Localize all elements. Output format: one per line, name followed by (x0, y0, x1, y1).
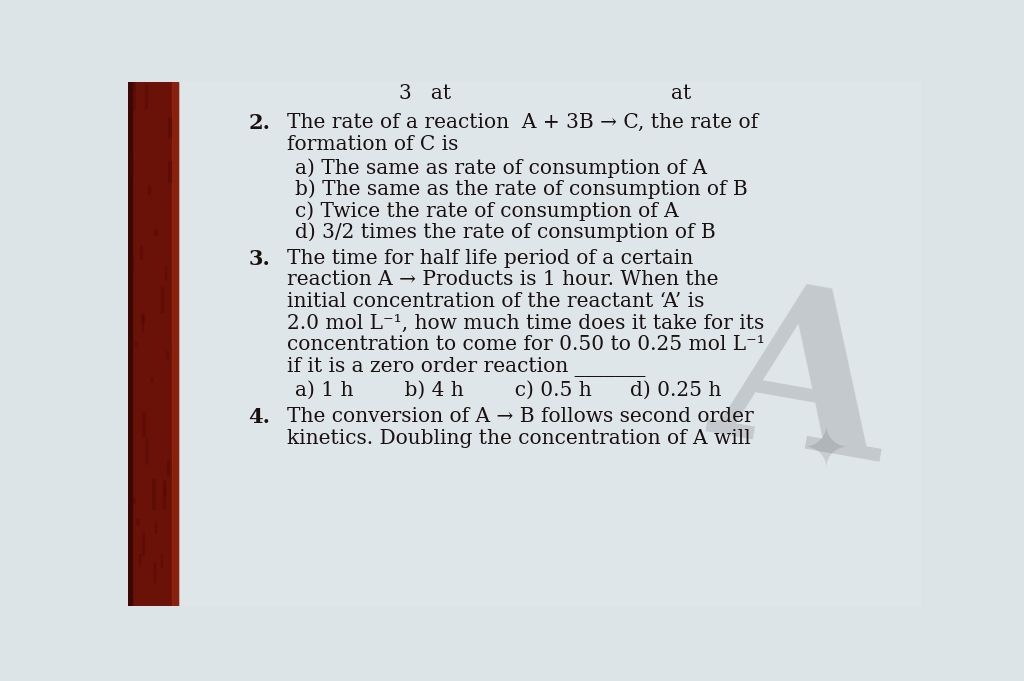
Text: if it is a zero order reaction _______: if it is a zero order reaction _______ (287, 357, 645, 377)
Text: 2.0 mol L⁻¹, how much time does it take for its: 2.0 mol L⁻¹, how much time does it take … (287, 313, 764, 332)
Text: b) The same as the rate of consumption of B: b) The same as the rate of consumption o… (295, 180, 748, 199)
Bar (142, 412, 144, 436)
Text: reaction A → Products is 1 hour. When the: reaction A → Products is 1 hour. When th… (287, 270, 719, 289)
Text: 4.: 4. (248, 407, 270, 428)
Text: The rate of a reaction  A + 3B → C, the rate of: The rate of a reaction A + 3B → C, the r… (287, 113, 758, 132)
Text: a) The same as rate of consumption of A: a) The same as rate of consumption of A (295, 158, 707, 178)
Bar (145, 438, 147, 464)
Text: at: at (671, 84, 691, 103)
Text: c) Twice the rate of consumption of A: c) Twice the rate of consumption of A (295, 201, 678, 221)
Bar (145, 84, 147, 108)
Text: 2.: 2. (248, 113, 270, 133)
Text: formation of C is: formation of C is (287, 135, 459, 154)
Bar (128, 82, 178, 606)
Text: a) 1 h        b) 4 h        c) 0.5 h      d) 0.25 h: a) 1 h b) 4 h c) 0.5 h d) 0.25 h (295, 381, 721, 400)
Bar (161, 287, 163, 312)
Bar (134, 342, 137, 347)
Bar (133, 64, 134, 89)
Bar (141, 314, 143, 321)
Bar (128, 82, 132, 606)
Bar (139, 554, 140, 566)
Bar (133, 498, 135, 503)
Bar (142, 533, 143, 555)
Text: initial concentration of the reactant ‘A’ is: initial concentration of the reactant ‘A… (287, 292, 705, 311)
Bar (172, 82, 178, 606)
Bar (164, 486, 165, 494)
Bar (166, 351, 168, 358)
Text: The conversion of A → B follows second order: The conversion of A → B follows second o… (287, 407, 754, 426)
Text: d) 3/2 times the rate of consumption of B: d) 3/2 times the rate of consumption of … (295, 223, 716, 242)
Bar (151, 377, 152, 382)
Bar (155, 230, 158, 235)
Bar (154, 562, 155, 582)
Bar (168, 117, 171, 137)
Bar (168, 161, 171, 183)
Bar (152, 479, 155, 509)
Bar (136, 519, 138, 524)
Bar (142, 315, 143, 331)
Bar (161, 554, 162, 567)
Text: ✦: ✦ (802, 425, 849, 479)
Text: 3   at: 3 at (399, 84, 452, 103)
Bar (130, 155, 132, 178)
Bar (155, 521, 157, 533)
Text: concentration to come for 0.50 to 0.25 mol L⁻¹: concentration to come for 0.50 to 0.25 m… (287, 335, 765, 354)
Text: A: A (698, 264, 906, 506)
Bar (163, 480, 165, 508)
Bar (131, 260, 133, 272)
Text: kinetics. Doubling the concentration of A will: kinetics. Doubling the concentration of … (287, 429, 751, 448)
Bar (132, 78, 135, 108)
Text: 3.: 3. (248, 249, 270, 269)
Bar (148, 185, 151, 194)
Bar (140, 247, 142, 259)
Text: The time for half life period of a certain: The time for half life period of a certa… (287, 249, 693, 268)
Bar (167, 460, 169, 475)
